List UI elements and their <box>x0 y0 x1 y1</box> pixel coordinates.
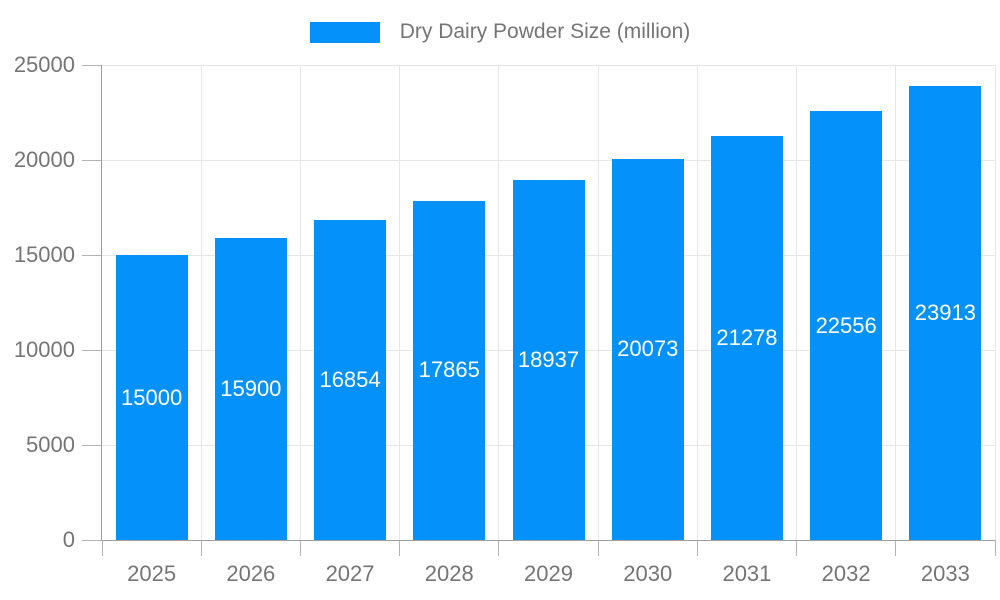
x-tick-label: 2033 <box>920 561 970 586</box>
y-tick-label: 0 <box>62 527 75 552</box>
y-axis-tick <box>82 539 102 541</box>
y-axis-tick <box>82 64 102 66</box>
bar-value-label: 23913 <box>914 299 976 325</box>
x-axis-tick <box>994 540 996 556</box>
y-axis-tick <box>82 444 102 446</box>
bar[interactable] <box>115 255 188 540</box>
x-tick-label: 2025 <box>127 561 177 586</box>
x-axis-tick <box>299 540 301 556</box>
bar[interactable] <box>413 200 486 540</box>
v-gridline <box>994 65 996 540</box>
legend-swatch <box>309 21 380 43</box>
y-axis-tick <box>82 159 102 161</box>
v-gridline <box>796 65 798 540</box>
x-axis-tick <box>895 540 897 556</box>
x-axis-tick <box>597 540 599 556</box>
bar[interactable] <box>710 135 783 540</box>
x-tick-label: 2026 <box>226 561 276 586</box>
bar-value-label: 21278 <box>716 324 778 350</box>
legend-label: Dry Dairy Powder Size (million) <box>399 20 691 43</box>
x-axis-tick <box>101 540 103 556</box>
x-tick-label: 2028 <box>424 561 474 586</box>
v-gridline <box>200 65 202 540</box>
y-axis-tick <box>82 349 102 351</box>
y-axis-tick <box>82 254 102 256</box>
v-gridline <box>895 65 897 540</box>
bar[interactable] <box>314 219 387 540</box>
x-axis-tick <box>200 540 202 556</box>
bar[interactable] <box>512 180 585 540</box>
y-tick-label: 5000 <box>26 432 75 457</box>
bar[interactable] <box>810 111 883 540</box>
bar-value-label: 17865 <box>418 357 480 383</box>
v-gridline <box>498 65 500 540</box>
x-axis-line <box>102 539 995 541</box>
v-gridline <box>299 65 301 540</box>
bar[interactable] <box>214 237 287 540</box>
h-gridline <box>102 159 995 161</box>
bar[interactable] <box>611 158 684 540</box>
v-gridline <box>399 65 401 540</box>
x-tick-label: 2032 <box>821 561 871 586</box>
x-tick-label: 2030 <box>623 561 673 586</box>
y-tick-label: 10000 <box>13 337 75 362</box>
bar-value-label: 16854 <box>319 366 381 392</box>
y-tick-label: 20000 <box>13 147 75 172</box>
y-tick-label: 25000 <box>13 52 75 77</box>
bar-value-label: 15000 <box>121 384 183 410</box>
x-axis-tick <box>696 540 698 556</box>
h-gridline <box>102 64 995 66</box>
y-tick-label: 15000 <box>13 242 75 267</box>
bar[interactable] <box>909 85 982 540</box>
bar-value-label: 22556 <box>815 312 877 338</box>
y-axis-line <box>101 65 102 540</box>
bar-value-label: 18937 <box>517 347 580 373</box>
chart-legend: Dry Dairy Powder Size (million) <box>0 14 1000 50</box>
x-tick-label: 2027 <box>325 561 375 586</box>
x-tick-label: 2029 <box>524 561 573 586</box>
bar-value-label: 20073 <box>617 336 679 362</box>
v-gridline <box>696 65 698 540</box>
v-gridline <box>597 65 599 540</box>
x-axis-tick <box>399 540 401 556</box>
bar-value-label: 15900 <box>220 375 282 401</box>
x-axis-tick <box>796 540 798 556</box>
x-tick-label: 2031 <box>722 561 772 586</box>
x-axis-tick <box>498 540 500 556</box>
